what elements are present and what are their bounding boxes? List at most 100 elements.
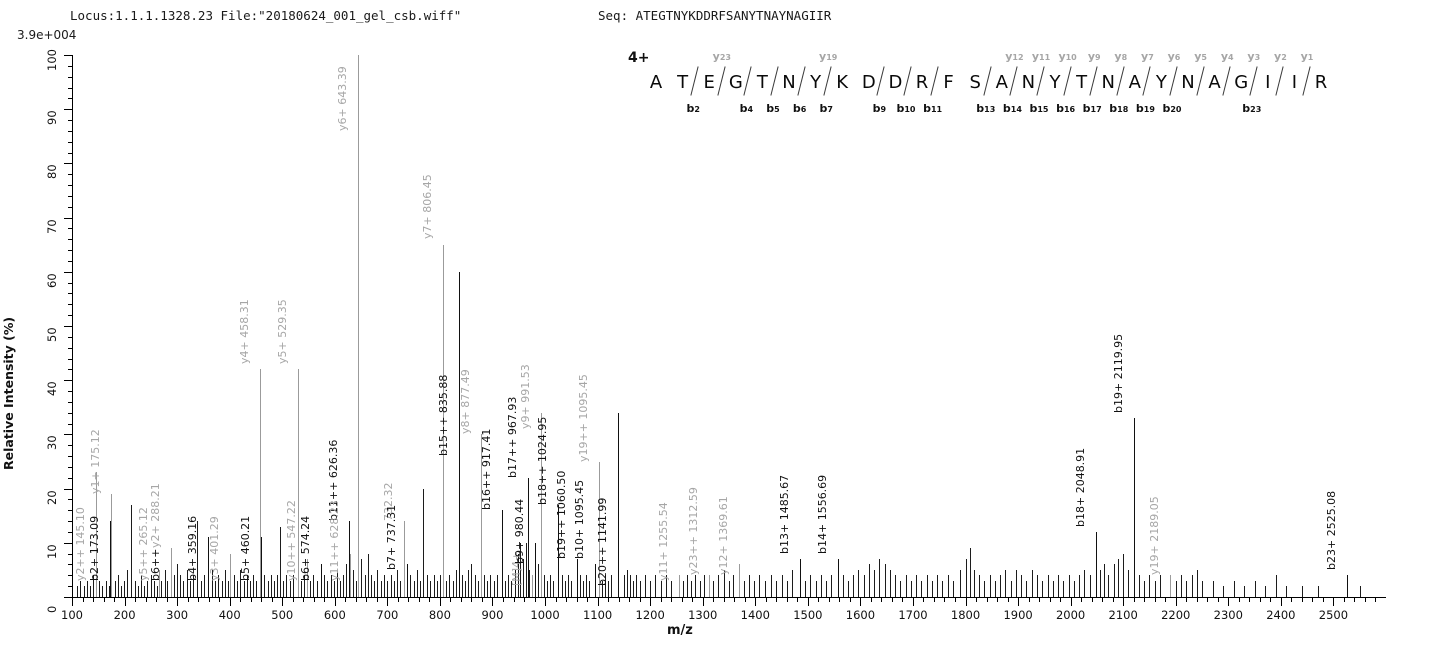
- peak: [1223, 586, 1225, 597]
- y-tick-label: 50: [45, 327, 59, 342]
- x-major-tick: [439, 598, 441, 606]
- peak: [582, 580, 584, 597]
- peak: [233, 575, 235, 597]
- x-major-tick: [387, 598, 389, 606]
- b-ion-label: b18: [1109, 102, 1129, 115]
- b-ion-label: b17: [1082, 102, 1102, 115]
- peak: [682, 580, 684, 597]
- peak: [1026, 580, 1028, 597]
- peak: [973, 569, 975, 597]
- peak: [1181, 575, 1183, 597]
- x-minor-tick: [944, 598, 946, 602]
- x-minor-tick: [145, 598, 147, 602]
- peak: [847, 580, 849, 597]
- x-minor-tick: [292, 598, 294, 602]
- x-minor-tick: [555, 598, 557, 602]
- peak: [416, 569, 418, 597]
- peak: [1212, 580, 1214, 597]
- x-minor-tick: [765, 598, 767, 602]
- peak-label: b6+ 574.24: [299, 515, 313, 581]
- peak-label: y10++ 547.22: [285, 499, 299, 581]
- peak: [436, 580, 438, 597]
- x-minor-tick: [303, 598, 305, 602]
- peak: [895, 575, 897, 597]
- peak: [130, 504, 132, 597]
- peak: [371, 575, 373, 597]
- y-major-tick: [64, 542, 72, 544]
- y-minor-tick: [68, 228, 72, 230]
- peak: [316, 580, 318, 597]
- x-minor-tick: [502, 598, 504, 602]
- x-minor-tick: [481, 598, 483, 602]
- peak: [167, 580, 169, 597]
- labeled-peak: [837, 559, 839, 597]
- peak: [367, 553, 369, 597]
- y-minor-tick: [68, 65, 72, 67]
- labeled-peak: [230, 553, 232, 597]
- peak: [340, 580, 342, 597]
- y-ion-label: y10: [1058, 50, 1077, 63]
- peak: [810, 575, 812, 597]
- peak: [211, 569, 213, 597]
- b-ion-label: b5: [766, 102, 780, 115]
- b-ion-label: b9: [872, 102, 887, 115]
- x-minor-tick: [408, 598, 410, 602]
- y-tick-label: 80: [45, 164, 59, 180]
- peak: [228, 580, 230, 597]
- peak: [1254, 580, 1256, 597]
- x-minor-tick: [1312, 598, 1314, 602]
- x-minor-tick: [576, 598, 578, 602]
- x-minor-tick: [240, 598, 242, 602]
- peak-label: b14+ 1556.69: [815, 474, 829, 554]
- x-minor-tick: [1364, 598, 1366, 602]
- peak: [1084, 569, 1086, 597]
- peak: [781, 575, 783, 597]
- x-minor-tick: [1249, 598, 1251, 602]
- peak: [214, 580, 216, 597]
- peak: [204, 575, 206, 597]
- labeled-peak: [599, 569, 601, 597]
- peak: [161, 580, 163, 597]
- peak: [889, 569, 891, 597]
- labeled-peak: [158, 569, 160, 597]
- y-minor-tick: [68, 391, 72, 393]
- peak: [743, 580, 745, 597]
- x-minor-tick: [250, 598, 252, 602]
- peak: [300, 580, 302, 597]
- x-major-tick: [912, 598, 914, 606]
- labeled-peak: [1170, 586, 1171, 597]
- y-major-tick: [64, 271, 72, 273]
- y-tick-label: 70: [45, 218, 59, 234]
- peak: [627, 569, 629, 597]
- x-minor-tick: [1039, 598, 1041, 602]
- y-ion-label: y7: [1141, 50, 1154, 63]
- peak: [553, 580, 555, 597]
- peak: [193, 575, 195, 597]
- peak: [1202, 580, 1204, 597]
- peak: [611, 575, 613, 597]
- labeled-peak: [1133, 418, 1135, 597]
- peak: [1052, 580, 1054, 597]
- y-tick-label: 40: [45, 381, 59, 397]
- x-minor-tick: [460, 598, 462, 602]
- peak: [547, 580, 549, 597]
- peak: [1108, 575, 1110, 597]
- peak: [430, 580, 432, 597]
- y-minor-tick: [68, 358, 72, 360]
- peak: [729, 580, 730, 597]
- peak: [1113, 564, 1115, 597]
- labeled-peak: [261, 537, 263, 597]
- x-minor-tick: [1238, 598, 1240, 602]
- x-major-tick: [860, 598, 862, 606]
- y-major-tick: [64, 55, 72, 56]
- x-minor-tick: [881, 598, 883, 602]
- y-major-tick: [64, 326, 72, 327]
- peak: [644, 575, 646, 597]
- labeled-peak: [111, 531, 113, 597]
- x-tick-label: 1600: [845, 608, 876, 622]
- peak: [1196, 569, 1198, 597]
- y-minor-tick: [68, 499, 72, 501]
- x-minor-tick: [955, 598, 956, 602]
- x-minor-tick: [1165, 598, 1167, 602]
- y-ion-label: y23: [712, 50, 731, 63]
